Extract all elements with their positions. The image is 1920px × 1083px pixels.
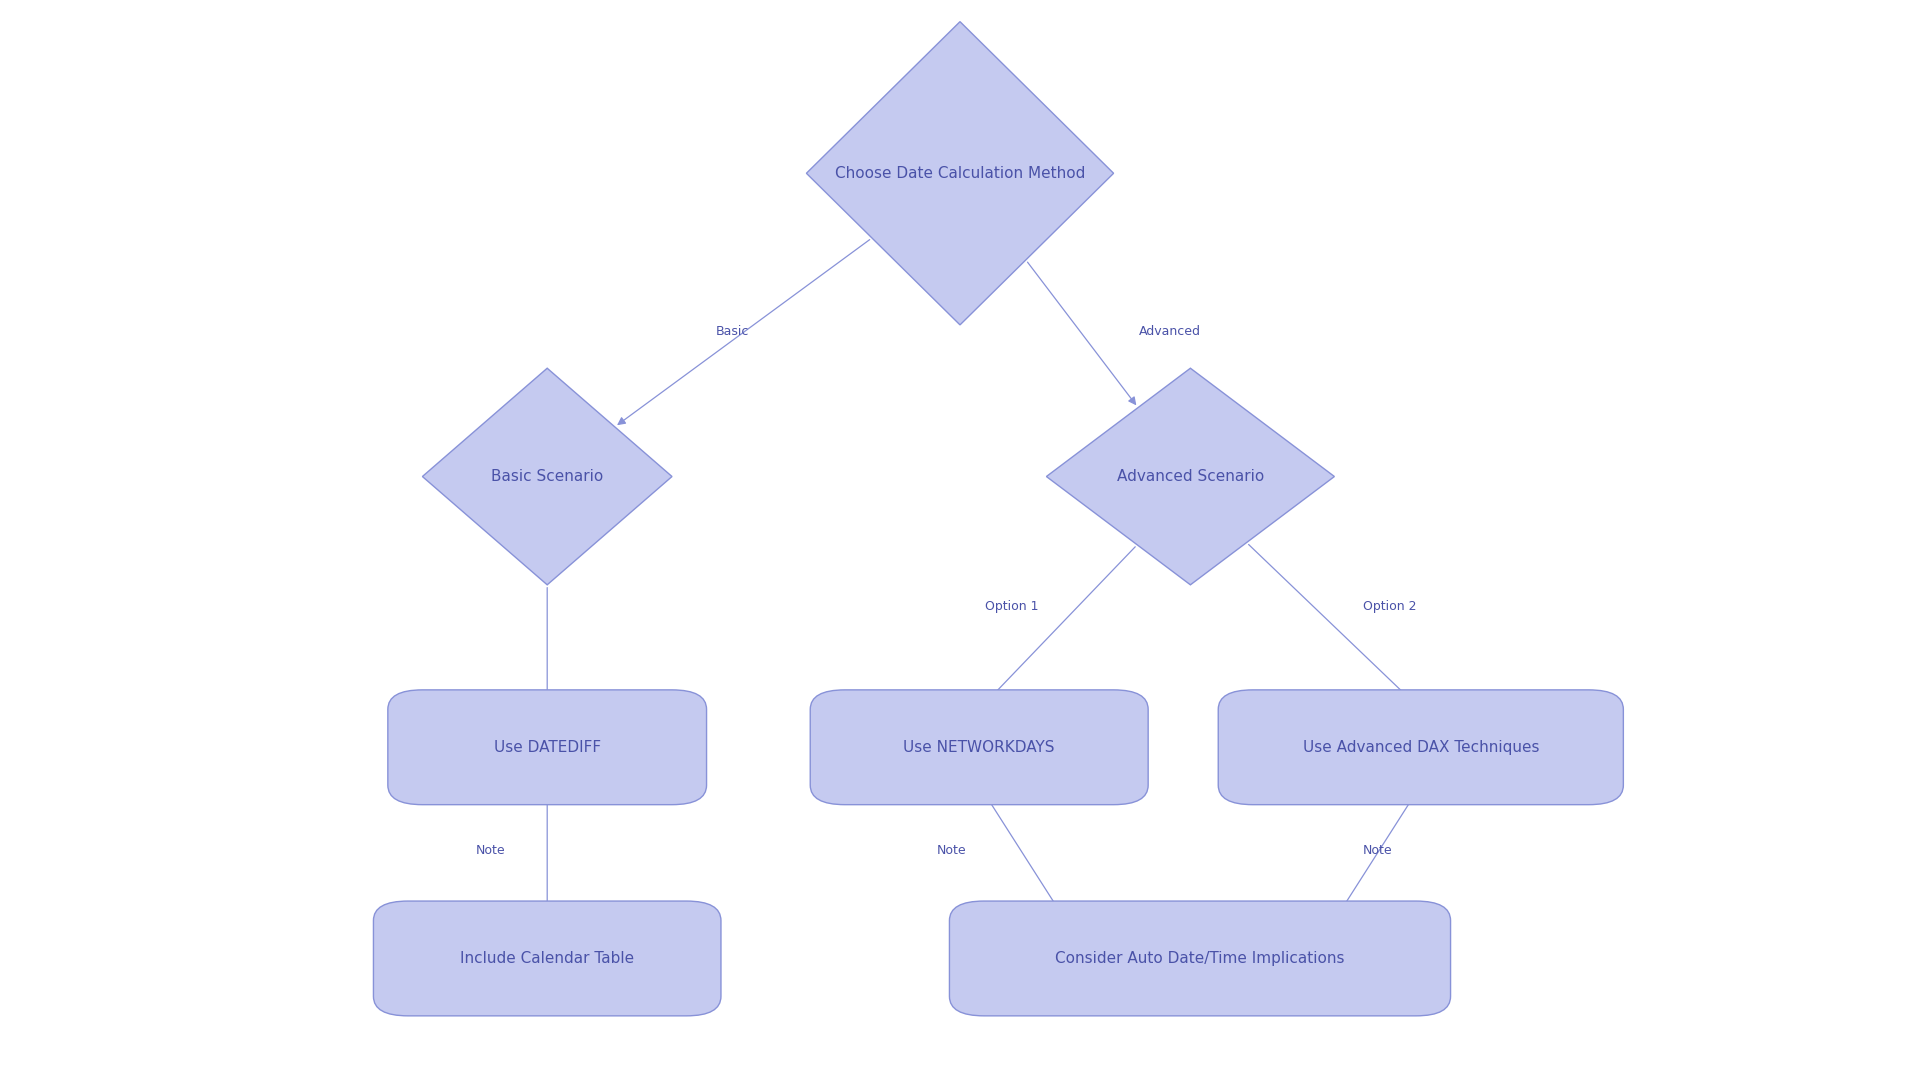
Text: Basic: Basic — [716, 325, 749, 338]
Polygon shape — [1046, 368, 1334, 585]
Text: Use DATEDIFF: Use DATEDIFF — [493, 740, 601, 755]
FancyBboxPatch shape — [1217, 690, 1622, 805]
FancyBboxPatch shape — [388, 690, 707, 805]
Text: Note: Note — [1363, 844, 1392, 857]
Text: Option 2: Option 2 — [1363, 600, 1417, 613]
Text: Option 1: Option 1 — [985, 600, 1039, 613]
Polygon shape — [422, 368, 672, 585]
Text: Choose Date Calculation Method: Choose Date Calculation Method — [835, 166, 1085, 181]
FancyBboxPatch shape — [948, 901, 1452, 1016]
FancyBboxPatch shape — [372, 901, 720, 1016]
Text: Consider Auto Date/Time Implications: Consider Auto Date/Time Implications — [1056, 951, 1344, 966]
Text: Note: Note — [937, 844, 966, 857]
Text: Note: Note — [476, 844, 505, 857]
Polygon shape — [806, 22, 1114, 325]
FancyBboxPatch shape — [810, 690, 1148, 805]
Text: Use Advanced DAX Techniques: Use Advanced DAX Techniques — [1302, 740, 1540, 755]
Text: Use NETWORKDAYS: Use NETWORKDAYS — [904, 740, 1054, 755]
Text: Basic Scenario: Basic Scenario — [492, 469, 603, 484]
Text: Include Calendar Table: Include Calendar Table — [461, 951, 634, 966]
Text: Advanced Scenario: Advanced Scenario — [1117, 469, 1263, 484]
Text: Advanced: Advanced — [1139, 325, 1200, 338]
